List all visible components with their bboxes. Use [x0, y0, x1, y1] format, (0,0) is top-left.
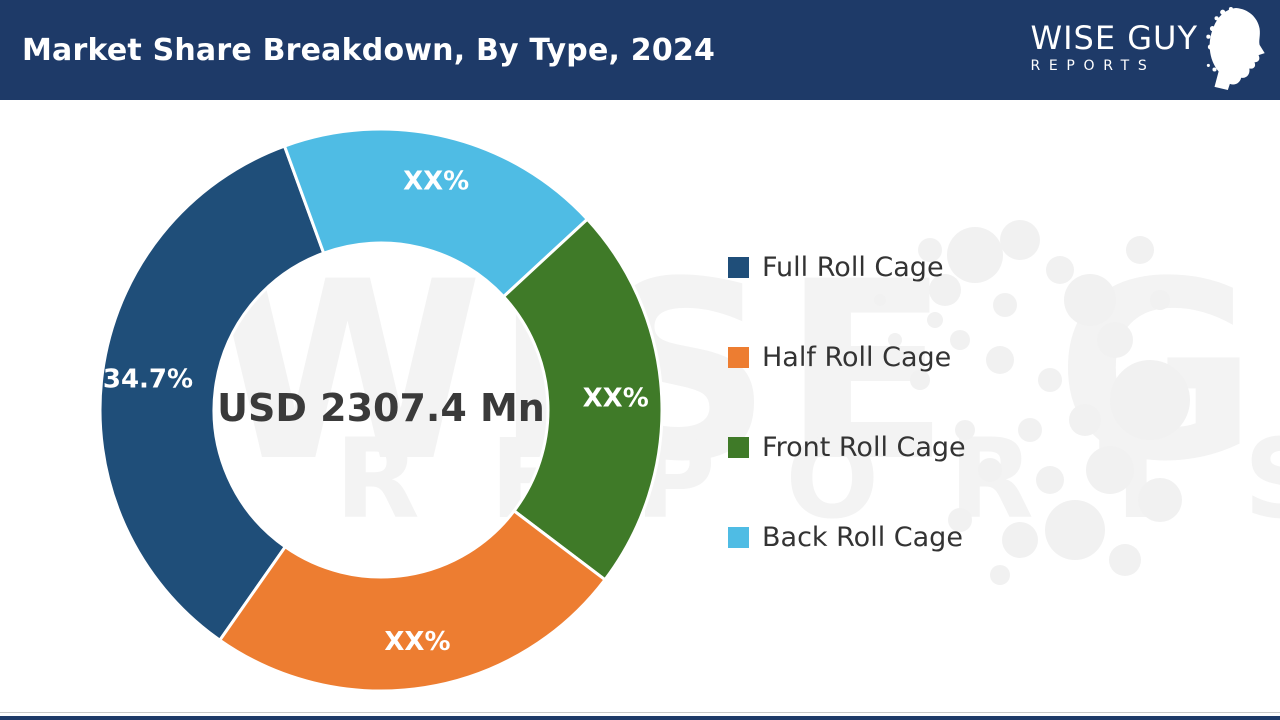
legend-label: Half Roll Cage: [762, 341, 952, 373]
donut-segment-full-roll-cage: [98, 144, 326, 642]
chart-legend: Full Roll Cage Half Roll Cage Front Roll…: [728, 252, 966, 612]
legend-swatch: [728, 256, 749, 278]
logo-wordmark: WISE GUY REPORTS: [1030, 22, 1198, 74]
page-title: Market Share Breakdown, By Type, 2024: [22, 32, 716, 68]
legend-swatch: [728, 346, 749, 368]
logo-subtitle: REPORTS: [1030, 57, 1156, 74]
donut-segment-half-roll-cage: [218, 509, 607, 693]
legend-item-half-roll-cage: Half Roll Cage: [728, 341, 966, 373]
legend-label: Front Roll Cage: [762, 431, 966, 463]
legend-item-full-roll-cage: Full Roll Cage: [728, 251, 966, 283]
donut-segment-back-roll-cage: [283, 127, 589, 299]
segment-label-back-roll-cage: XX%: [403, 167, 469, 197]
footer-accent-bar: [0, 716, 1280, 720]
legend-swatch: [728, 436, 749, 458]
legend-swatch: [728, 526, 749, 548]
legend-item-front-roll-cage: Front Roll Cage: [728, 431, 966, 463]
head-profile-icon: [1206, 7, 1265, 90]
wise-guy-reports-logo: WISE GUY REPORTS: [1030, 6, 1266, 90]
legend-label: Full Roll Cage: [762, 251, 944, 283]
header-bar: Market Share Breakdown, By Type, 2024 WI…: [0, 0, 1280, 100]
legend-label: Back Roll Cage: [762, 521, 963, 553]
logo-title: WISE GUY: [1030, 19, 1198, 58]
segment-label-half-roll-cage: XX%: [384, 627, 450, 657]
chart-center-value: USD 2307.4 Mn: [217, 386, 545, 430]
footer-bar: [0, 712, 1280, 720]
footer-divider: [0, 712, 1280, 713]
segment-label-front-roll-cage: XX%: [583, 384, 649, 414]
legend-item-back-roll-cage: Back Roll Cage: [728, 521, 966, 553]
donut-segment-front-roll-cage: [502, 217, 664, 582]
segment-label-full-roll-cage: 34.7%: [103, 364, 193, 394]
